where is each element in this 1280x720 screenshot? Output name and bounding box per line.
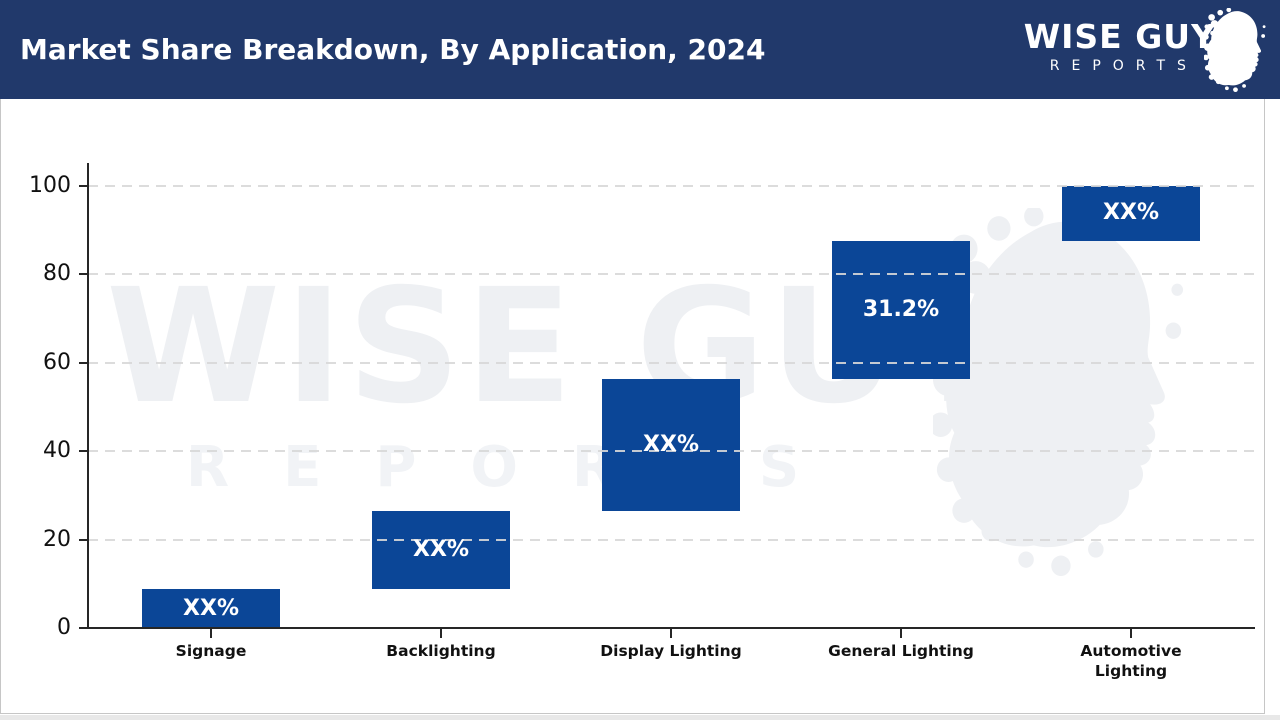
x-axis-line bbox=[87, 627, 1255, 629]
y-axis-tick bbox=[79, 361, 88, 364]
y-axis-tick-label: 80 bbox=[43, 261, 71, 287]
bar-value-label: XX% bbox=[643, 432, 699, 457]
logo-wordmark: WISE GUY bbox=[1023, 17, 1216, 56]
y-axis-tick bbox=[79, 538, 88, 541]
x-axis-tick-label: Display Lighting bbox=[600, 642, 742, 660]
logo-subtext: REPORTS bbox=[1049, 57, 1198, 74]
logo-text: WISE GUY REPORTS bbox=[1023, 17, 1216, 74]
x-axis-tick-label: Backlighting bbox=[386, 642, 496, 660]
x-axis-tick bbox=[900, 629, 902, 638]
bar-value-label: XX% bbox=[413, 537, 469, 563]
gridline bbox=[88, 361, 1254, 364]
x-axis-tick bbox=[670, 629, 672, 638]
bar-value-label: XX% bbox=[1103, 200, 1159, 226]
y-axis-tick-label: 0 bbox=[57, 615, 71, 640]
bottom-strip bbox=[0, 715, 1280, 720]
y-axis-tick-label: 20 bbox=[43, 526, 71, 552]
gridline bbox=[88, 450, 1254, 453]
gridline bbox=[88, 185, 1254, 187]
bar-1 bbox=[142, 589, 280, 628]
bar-2 bbox=[372, 511, 510, 590]
gridline bbox=[88, 273, 1254, 276]
chart-title: Market Share Breakdown, By Application, … bbox=[20, 33, 766, 66]
x-axis-tick-label: General Lighting bbox=[828, 642, 974, 660]
x-axis-tick bbox=[210, 629, 212, 638]
bar-value-label: 31.2% bbox=[862, 296, 940, 322]
bar-value-label: XX% bbox=[183, 595, 239, 621]
y-axis-tick bbox=[79, 273, 88, 276]
x-axis-tick bbox=[1130, 629, 1132, 638]
brand-logo: WISE GUY REPORTS bbox=[1024, 8, 1266, 92]
y-axis-tick-label: 40 bbox=[43, 438, 71, 464]
y-axis-tick-label: 100 bbox=[29, 173, 71, 198]
x-axis-tick-label: Signage bbox=[175, 642, 247, 660]
bar-3 bbox=[602, 378, 740, 512]
y-axis-tick bbox=[79, 450, 88, 453]
x-axis-tick bbox=[440, 629, 442, 638]
plot-area: 0 20 40 60 80 100 Signage XX% Backlighting XX% Dis… bbox=[0, 99, 1280, 715]
gridline bbox=[88, 538, 1254, 541]
logo-head-icon bbox=[1204, 8, 1266, 92]
y-axis-tick bbox=[79, 185, 88, 187]
x-axis-tick-label: Automotive Lighting bbox=[1080, 642, 1182, 680]
y-axis-tick-label: 60 bbox=[43, 349, 71, 375]
y-axis-tick bbox=[79, 627, 88, 629]
header-bar: Market Share Breakdown, By Application, … bbox=[0, 0, 1280, 99]
y-axis-line bbox=[87, 163, 89, 629]
